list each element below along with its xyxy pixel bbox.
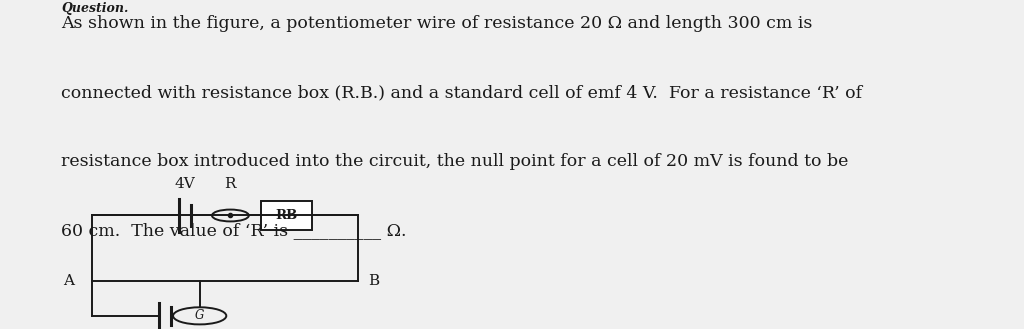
Text: resistance box introduced into the circuit, the null point for a cell of 20 mV i: resistance box introduced into the circu… [61,153,849,170]
Text: 60 cm.  The value of ‘R’ is __________ Ω.: 60 cm. The value of ‘R’ is __________ Ω. [61,222,407,239]
Text: Question.: Question. [61,2,129,15]
Text: G: G [195,309,205,322]
Text: B: B [369,274,380,288]
Text: connected with resistance box (R.B.) and a standard cell of emf 4 V.  For a resi: connected with resistance box (R.B.) and… [61,84,862,101]
Text: A: A [62,274,74,288]
Text: RB: RB [275,209,298,222]
Text: 4V: 4V [175,177,196,191]
Text: As shown in the figure, a potentiometer wire of resistance 20 Ω and length 300 c: As shown in the figure, a potentiometer … [61,15,813,32]
Text: R: R [224,177,237,191]
FancyBboxPatch shape [261,201,312,230]
